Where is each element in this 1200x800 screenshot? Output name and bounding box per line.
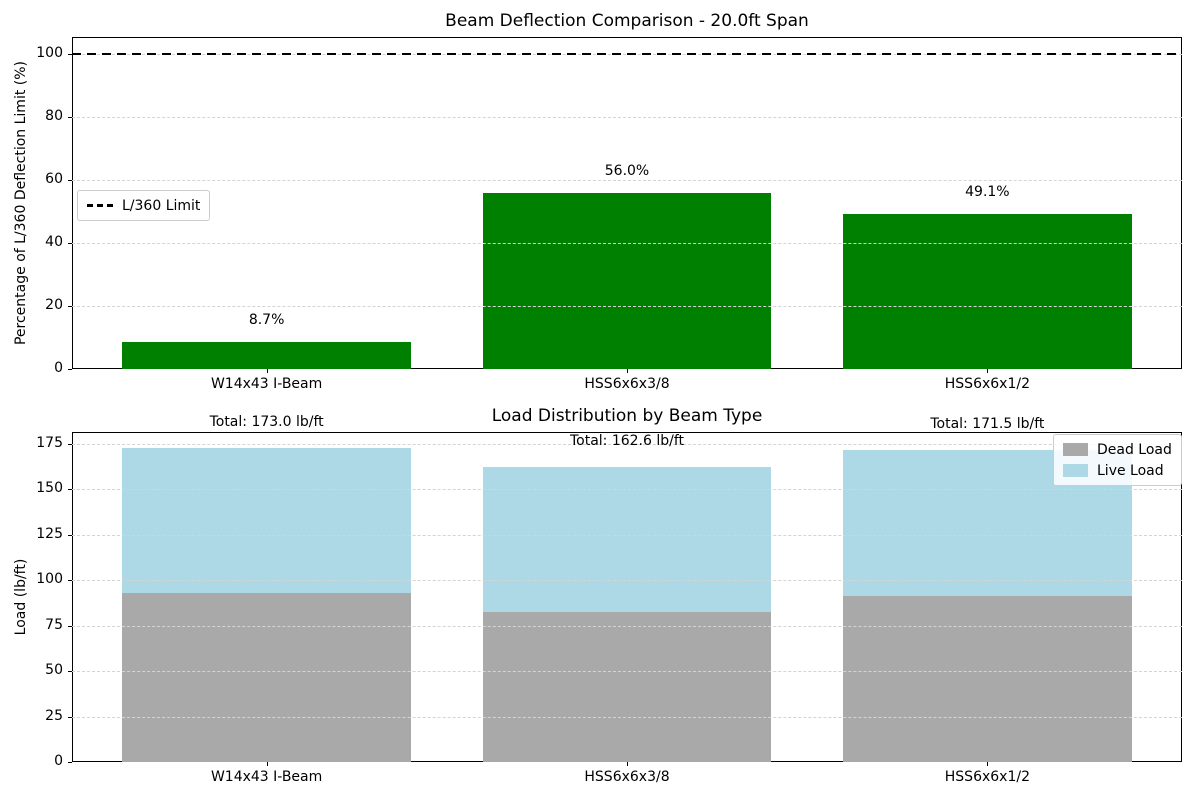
x-tick-1: [627, 369, 628, 373]
load-chart-title: Load Distribution by Beam Type: [491, 406, 763, 426]
gridline-40: [72, 243, 1182, 244]
y-tick-label: 80: [45, 108, 63, 124]
gridline-75: [72, 625, 1182, 627]
y-tick-0: [68, 762, 72, 763]
y-tick-label: 40: [45, 234, 63, 250]
deflection-chart-title: Beam Deflection Comparison - 20.0ft Span: [445, 11, 809, 31]
bar-segment-live-load: [122, 447, 411, 593]
legend-label: Dead Load: [1097, 441, 1172, 458]
x-tick-label: HSS6x6x1/2: [944, 769, 1030, 785]
legend-entry-dead-load: Dead Load: [1063, 439, 1172, 460]
y-tick-0: [68, 369, 72, 370]
deflection-legend: L/360 Limit: [77, 190, 211, 221]
live-load-swatch: [1063, 464, 1088, 477]
y-tick-25: [68, 716, 72, 718]
y-tick-label: 175: [36, 434, 63, 451]
bar-segment-live-load: [482, 466, 772, 612]
y-tick-100: [68, 580, 72, 582]
x-tick-1: [627, 762, 628, 766]
value-label: 49.1%: [965, 184, 1010, 201]
value-label: 56.0%: [604, 162, 650, 179]
y-tick-label: 0: [54, 753, 63, 769]
y-tick-label: 100: [36, 45, 63, 61]
y-tick-label: 20: [45, 297, 63, 313]
gridline-125: [72, 534, 1182, 536]
y-tick-75: [68, 625, 72, 627]
gridline-25: [72, 716, 1182, 718]
total-label: Total: 171.5 lb/ft: [930, 416, 1045, 433]
dashed-line-swatch: [87, 204, 113, 207]
total-label: Total: 173.0 lb/ft: [209, 413, 324, 430]
bar-w14x43-i-beam: [122, 341, 411, 369]
gridline-100: [72, 580, 1182, 582]
y-tick-125: [68, 534, 72, 536]
x-tick-0: [266, 762, 268, 766]
y-tick-label: 125: [36, 525, 63, 542]
gridline-80: [72, 117, 1182, 118]
y-tick-100: [68, 54, 72, 55]
y-tick-label: 50: [45, 662, 63, 679]
legend-entry-live-load: Live Load: [1063, 460, 1172, 481]
y-tick-40: [68, 243, 72, 244]
y-tick-label: 60: [45, 171, 63, 187]
y-tick-label: 75: [45, 616, 63, 633]
y-tick-150: [68, 489, 72, 491]
x-tick-2: [987, 762, 989, 766]
gridline-60: [72, 180, 1182, 181]
y-tick-label: 100: [36, 571, 63, 588]
value-label: 8.7%: [248, 311, 285, 328]
y-tick-20: [68, 306, 72, 307]
x-tick-label: HSS6x6x3/8: [584, 769, 670, 785]
y-tick-175: [68, 443, 72, 445]
y-tick-60: [68, 180, 72, 181]
x-tick-label: HSS6x6x3/8: [584, 376, 670, 392]
legend-entry-l360-limit: L/360 Limit: [87, 195, 200, 216]
load-legend: Dead Load Live Load: [1053, 434, 1182, 486]
y-tick-label: 0: [54, 360, 63, 376]
y-tick-80: [68, 117, 72, 118]
y-tick-50: [68, 671, 72, 673]
bar-hss6x6x3-8: [482, 192, 772, 369]
gridline-20: [72, 306, 1182, 307]
legend-label: L/360 Limit: [122, 197, 201, 214]
y-tick-label: 150: [36, 480, 63, 497]
bar-hss6x6x1-2: [843, 214, 1132, 369]
x-tick-label: W14x43 I-Beam: [210, 376, 323, 392]
dead-load-swatch: [1063, 443, 1088, 456]
bar-segment-dead-load: [482, 611, 772, 762]
bar-segment-dead-load: [843, 595, 1132, 762]
x-tick-2: [987, 369, 989, 373]
bar-segment-dead-load: [122, 593, 411, 762]
gridline-175: [72, 443, 1182, 445]
x-tick-0: [266, 369, 268, 373]
y-tick-label: 25: [45, 707, 63, 724]
gridline-50: [72, 671, 1182, 673]
legend-label: Live Load: [1097, 462, 1164, 479]
total-label: Total: 162.6 lb/ft: [569, 432, 685, 449]
x-tick-label: W14x43 I-Beam: [210, 769, 323, 785]
limit-line: [72, 53, 1182, 55]
gridline-150: [72, 489, 1182, 491]
x-tick-label: HSS6x6x1/2: [944, 376, 1030, 392]
